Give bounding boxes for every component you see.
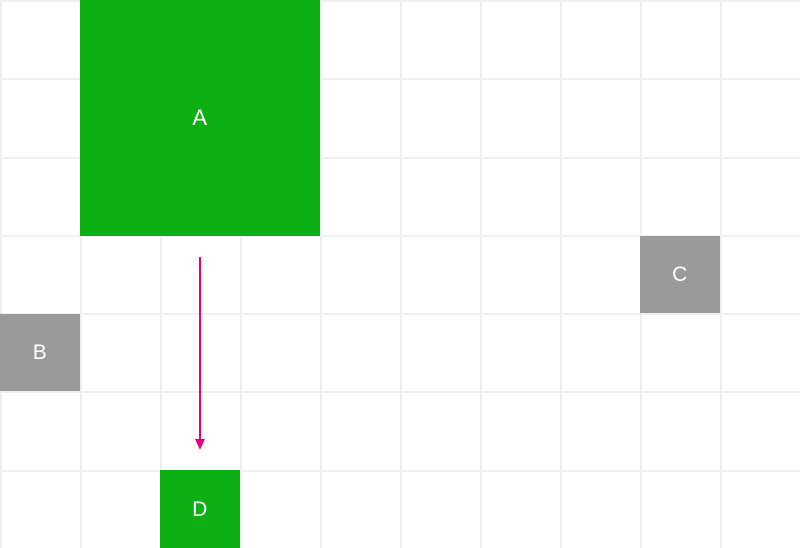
block-b[interactable]: B [0,314,80,391]
grid-line-vertical-5 [400,0,402,548]
block-b-label: B [32,341,48,364]
grid-line-vertical-9 [720,0,722,548]
grid-line-vertical-4 [320,0,322,548]
arrow-head-icon [195,439,205,450]
grid-line-vertical-0 [0,0,2,548]
grid-line-vertical-6 [480,0,482,548]
block-a[interactable]: A [80,0,320,236]
block-d-label: D [192,497,208,521]
grid-line-horizontal-6 [0,470,800,472]
block-c-label: C [672,263,688,286]
grid-line-vertical-7 [560,0,562,548]
grid-line-horizontal-5 [0,391,800,393]
grid-line-horizontal-4 [0,313,800,315]
block-a-label: A [192,105,208,130]
block-d[interactable]: D [160,470,240,548]
block-c[interactable]: C [640,236,720,313]
